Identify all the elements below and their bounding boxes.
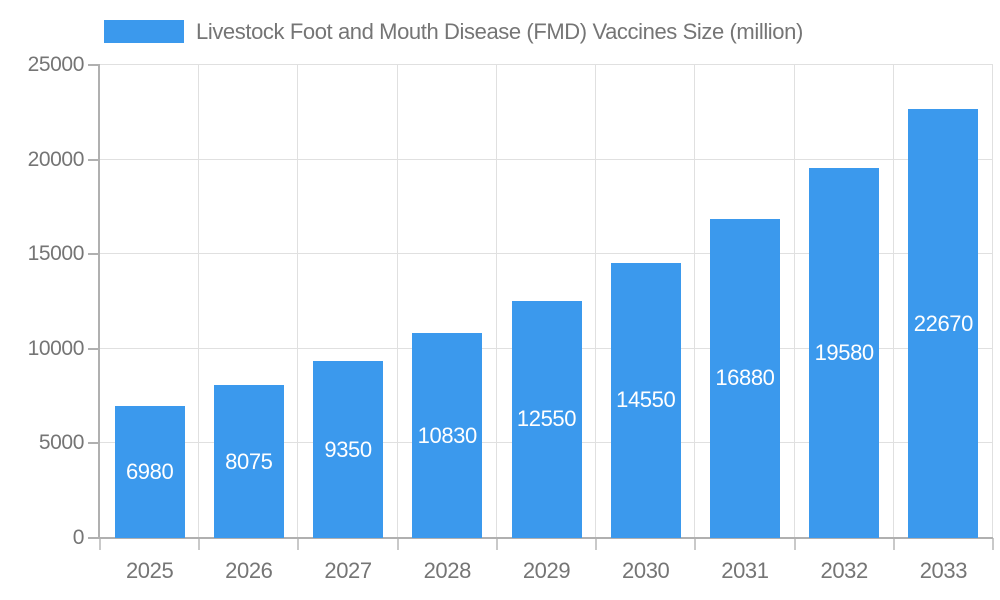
legend-item[interactable]: Livestock Foot and Mouth Disease (FMD) V…: [104, 18, 803, 44]
y-tick-mark: [88, 158, 100, 161]
x-tick-mark: [198, 538, 201, 550]
x-gridline: [892, 65, 894, 538]
x-gridline: [595, 65, 597, 538]
y-gridline: [100, 253, 993, 255]
x-tick-mark: [396, 538, 399, 550]
y-tick-mark: [88, 64, 100, 66]
bar-2027[interactable]: 9350: [313, 361, 384, 538]
x-axis-label-2025: 2025: [125, 558, 174, 583]
x-axis-label-2028: 2028: [423, 558, 472, 583]
y-tick-mark: [88, 253, 100, 256]
y-tick-mark: [88, 537, 100, 539]
x-tick-mark: [99, 538, 101, 550]
bar-value-label: 9350: [324, 436, 372, 462]
y-axis-line: [98, 65, 100, 538]
legend-swatch-icon: [104, 20, 184, 43]
x-gridline: [694, 65, 696, 538]
bar-2026[interactable]: 8075: [213, 385, 284, 538]
x-gridline: [495, 65, 497, 538]
y-axis-label: 10000: [27, 336, 85, 360]
bar-value-label: 16880: [715, 365, 775, 391]
y-gridline: [100, 64, 993, 65]
bar-2029[interactable]: 12550: [511, 300, 582, 538]
bar-2028[interactable]: 10830: [412, 333, 483, 538]
bar-2031[interactable]: 16880: [709, 218, 780, 538]
x-axis-label-2032: 2032: [820, 558, 868, 583]
x-tick-mark: [297, 538, 300, 550]
x-tick-mark: [694, 538, 697, 550]
bar-value-label: 12550: [516, 406, 577, 432]
y-axis-label: 0: [72, 526, 85, 549]
bar-value-label: 14550: [616, 387, 676, 413]
legend-label: Livestock Foot and Mouth Disease (FMD) V…: [196, 18, 803, 44]
x-axis-label-2026: 2026: [225, 558, 273, 583]
x-axis-label-2027: 2027: [324, 558, 372, 583]
y-gridline: [100, 158, 993, 160]
y-axis-label: 20000: [27, 147, 85, 171]
bar-2032[interactable]: 19580: [809, 167, 880, 538]
y-axis-label: 15000: [27, 242, 85, 266]
x-tick-mark: [992, 538, 994, 550]
bar-value-label: 19580: [814, 339, 875, 365]
x-tick-mark: [892, 538, 895, 550]
y-axis-label: 5000: [38, 431, 85, 455]
x-tick-mark: [595, 538, 598, 550]
x-axis-label-2029: 2029: [522, 558, 571, 583]
bar-value-label: 6980: [125, 458, 174, 484]
x-axis-label-2030: 2030: [622, 558, 670, 583]
bar-value-label: 10830: [417, 422, 478, 448]
bar-value-label: 8075: [225, 448, 273, 474]
x-axis-label-2031: 2031: [721, 558, 769, 583]
x-gridline: [396, 65, 398, 538]
bar-2030[interactable]: 14550: [610, 262, 681, 538]
y-tick-mark: [88, 347, 100, 350]
bar-2033[interactable]: 22670: [908, 109, 979, 538]
x-gridline: [198, 65, 200, 538]
bar-value-label: 22670: [913, 310, 974, 336]
x-axis-label-2033: 2033: [919, 558, 968, 583]
y-tick-mark: [88, 442, 100, 445]
x-tick-mark: [495, 538, 498, 550]
x-tick-mark: [793, 538, 796, 550]
x-gridline: [297, 65, 299, 538]
x-gridline: [992, 65, 993, 538]
bar-2025[interactable]: 6980: [114, 405, 185, 538]
y-axis-label: 25000: [27, 53, 85, 76]
x-axis-line: [98, 537, 993, 539]
x-gridline: [793, 65, 795, 538]
